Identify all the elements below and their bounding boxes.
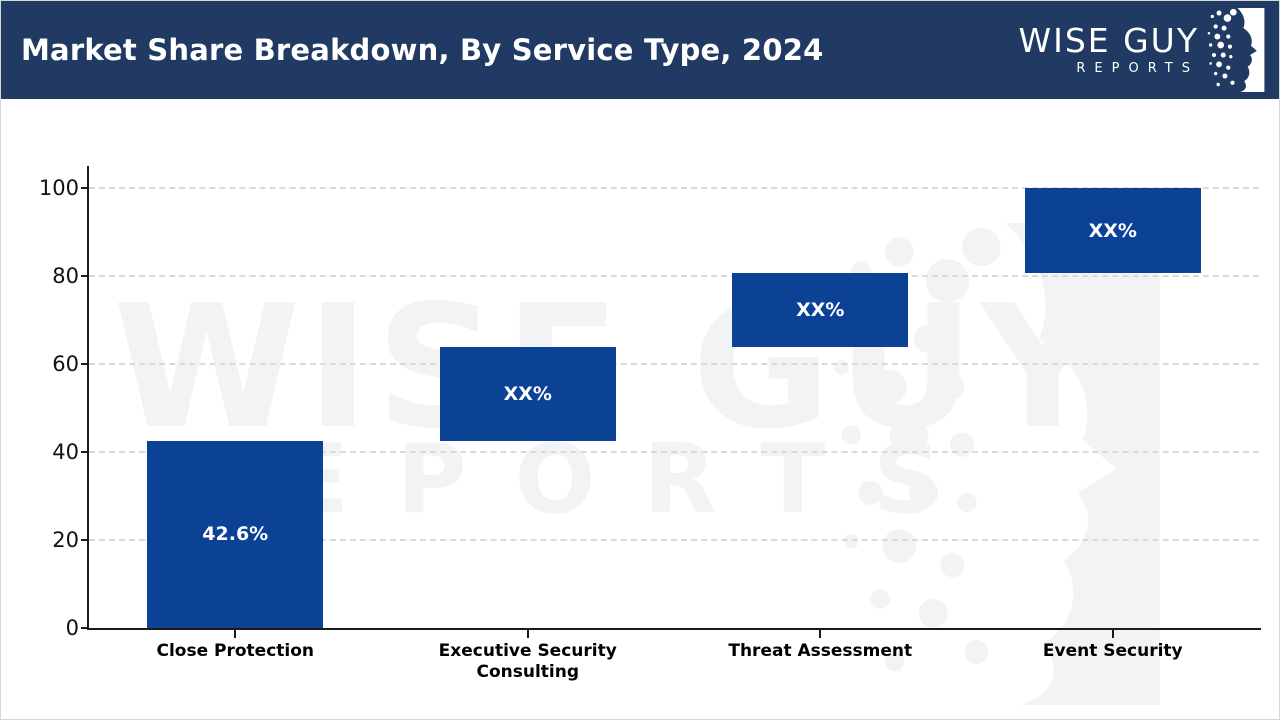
x-axis-tick-mark: [526, 630, 529, 638]
y-axis-tick-mark: [81, 275, 89, 277]
x-axis-line: [87, 628, 1261, 630]
wise-guy-logo: WISE GUY REPORTS: [1018, 8, 1267, 92]
y-axis-tick-label: 60: [52, 352, 79, 376]
gridline-80: [89, 275, 1259, 277]
y-axis-tick-label: 20: [52, 528, 79, 552]
x-axis-category-label-threat-assessment: Threat Assessment: [728, 641, 913, 661]
logo-text: WISE GUY REPORTS: [1018, 21, 1199, 77]
x-axis-tick-mark: [819, 630, 822, 638]
y-axis-line: [87, 166, 89, 630]
bar-value-label-executive-security-consulting: XX%: [503, 382, 552, 405]
y-axis-tick-mark: [81, 187, 89, 189]
logo-face-icon: [1207, 8, 1265, 92]
bar-value-label-event-security: XX%: [1088, 219, 1137, 242]
x-axis-tick-mark: [234, 630, 237, 638]
y-axis-tick-label: 0: [65, 616, 79, 640]
x-axis-category-label-close-protection: Close Protection: [156, 641, 315, 661]
x-axis-category-label-executive-security-consulting: Executive Security Consulting: [438, 641, 617, 682]
bar-event-security: [1024, 188, 1201, 274]
gridline-40: [89, 451, 1259, 453]
gridline-60: [89, 363, 1259, 365]
bar-executive-security-consulting: [439, 347, 616, 441]
logo-subtitle: REPORTS: [1076, 61, 1199, 76]
y-axis-tick-label: 100: [38, 176, 79, 200]
y-axis-tick-label: 40: [52, 440, 79, 464]
gridline-100: [89, 187, 1259, 189]
bar-value-label-threat-assessment: XX%: [796, 299, 845, 322]
y-axis-tick-mark: [81, 539, 89, 541]
y-axis-tick-mark: [81, 451, 89, 453]
gridline-20: [89, 539, 1259, 541]
y-axis-tick-label: 80: [52, 264, 79, 288]
bar-close-protection: [147, 440, 324, 628]
bar-threat-assessment: [732, 273, 909, 348]
x-axis-category-label-event-security: Event Security: [1042, 641, 1183, 661]
y-axis-tick-mark: [81, 627, 89, 629]
x-axis-tick-mark: [1111, 630, 1114, 638]
y-axis-tick-mark: [81, 363, 89, 365]
header-banner: Market Share Breakdown, By Service Type,…: [1, 1, 1279, 99]
bar-value-label-close-protection: 42.6%: [202, 523, 269, 546]
logo-wordmark: WISE GUY: [1018, 21, 1199, 60]
chart-title: Market Share Breakdown, By Service Type,…: [21, 33, 824, 67]
